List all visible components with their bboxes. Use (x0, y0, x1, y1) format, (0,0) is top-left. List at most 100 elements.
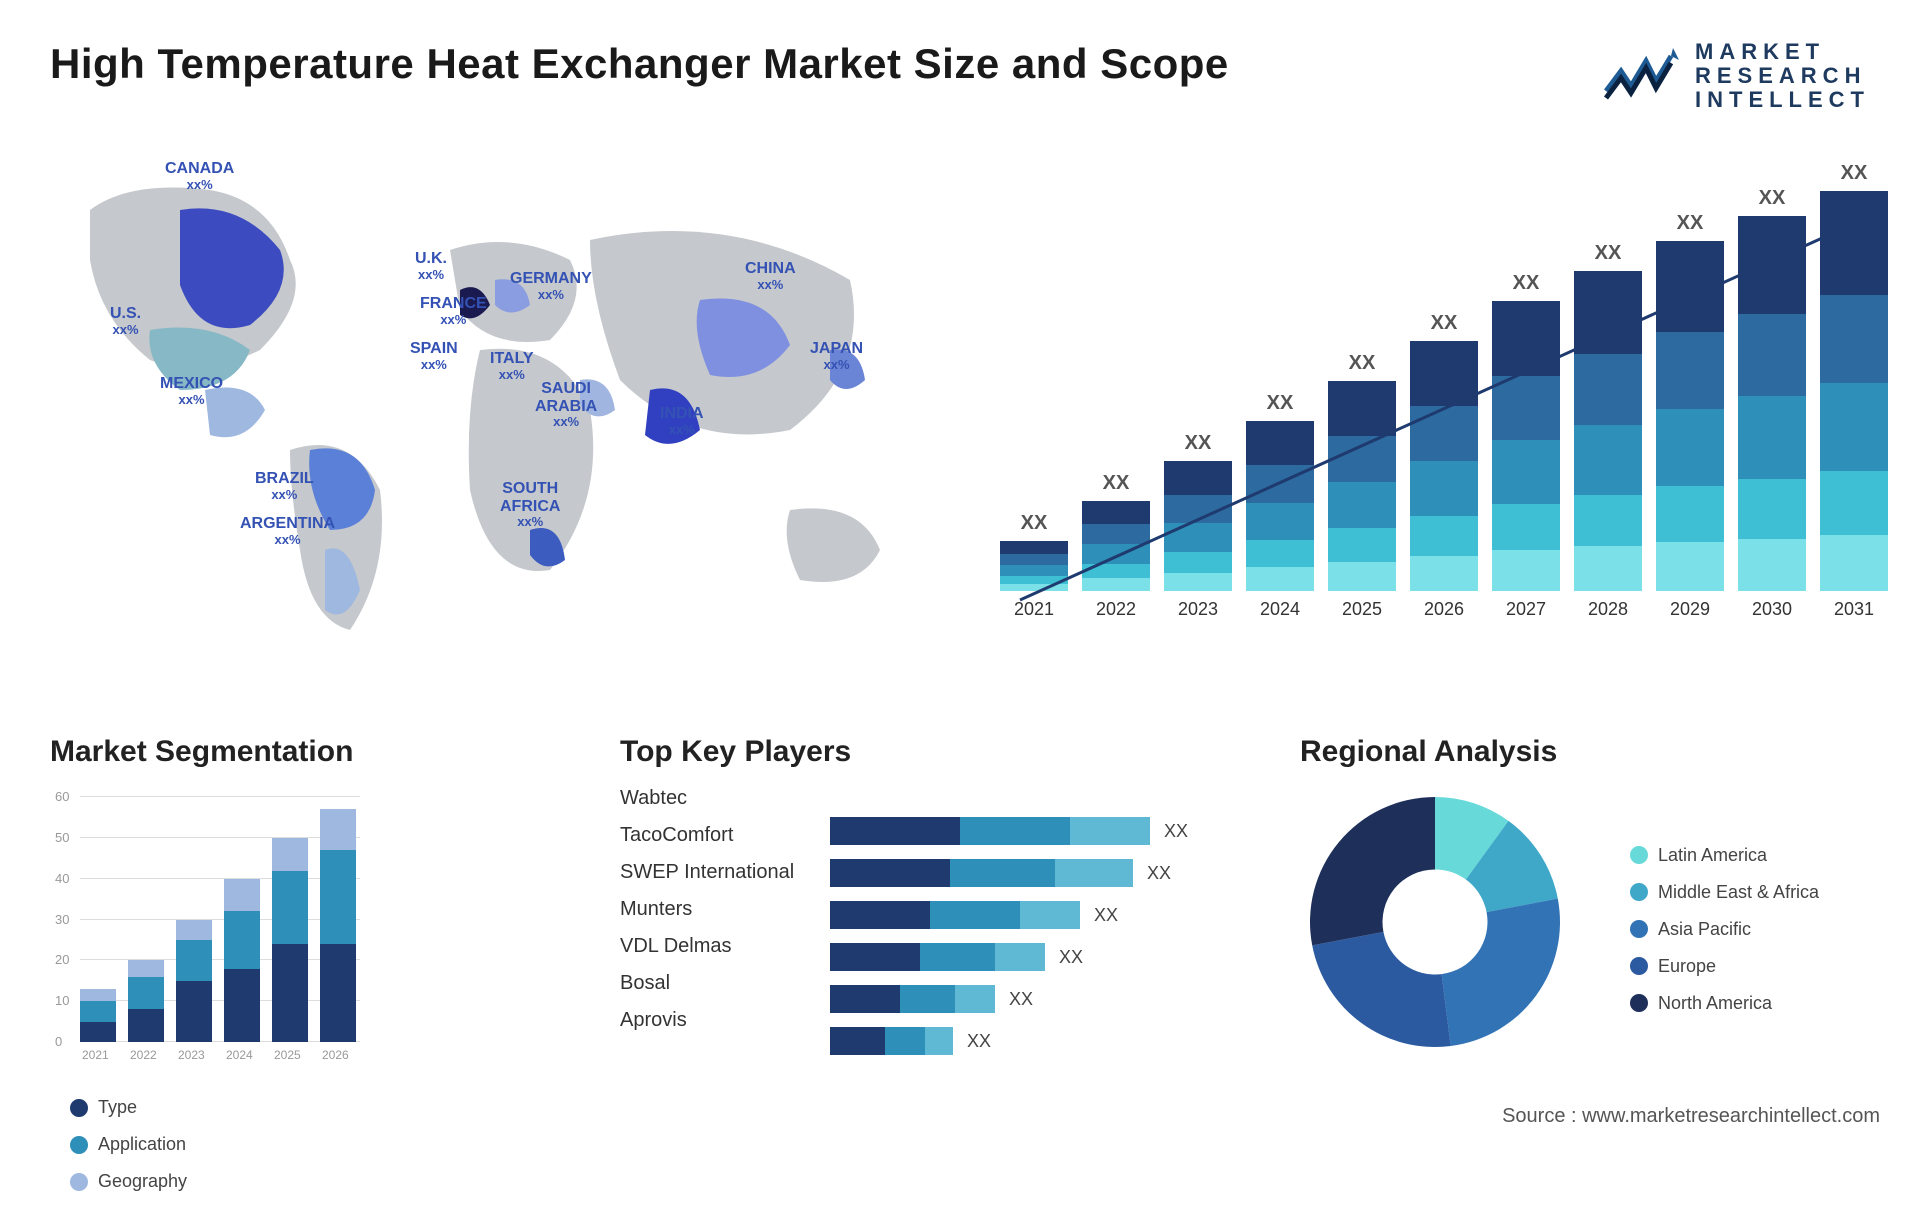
bar-top-label: XX (1595, 242, 1622, 265)
world-map-svg (50, 150, 930, 670)
map-label: U.K.xx% (415, 250, 447, 282)
bar-stack (1574, 271, 1642, 591)
map-label: ITALYxx% (490, 350, 534, 382)
bar-segment (1574, 271, 1642, 354)
bar-segment (1328, 381, 1396, 436)
player-bar (830, 817, 1150, 845)
bar-segment (1082, 544, 1150, 564)
player-bar-segment (920, 943, 995, 971)
map-label: MEXICOxx% (160, 375, 223, 407)
bar-segment (1328, 482, 1396, 528)
bar-segment (1738, 396, 1806, 479)
bar-segment (1820, 191, 1888, 295)
bar-segment (1492, 440, 1560, 504)
bar-segment (1738, 216, 1806, 314)
bar-year-label: 2028 (1588, 599, 1628, 620)
bar-segment (1656, 241, 1724, 332)
bar-column: XX2029 (1656, 212, 1724, 620)
player-bar-segment (830, 985, 900, 1013)
y-tick-label: 10 (55, 993, 69, 1008)
player-bar-row: XX (830, 817, 1188, 845)
bar-segment (1164, 552, 1232, 573)
seg-bar-segment (224, 911, 260, 968)
bar-year-label: 2027 (1506, 599, 1546, 620)
logo-line2: RESEARCH (1695, 64, 1870, 88)
player-bar-segment (830, 901, 930, 929)
bar-segment (1738, 539, 1806, 592)
logo-wave-icon (1601, 46, 1681, 106)
bar-segment (1410, 461, 1478, 516)
player-bar-segment (885, 1027, 925, 1055)
bar-segment (1246, 465, 1314, 502)
player-bar-segment (830, 859, 950, 887)
bar-segment (1574, 354, 1642, 424)
segmentation-title: Market Segmentation (50, 735, 580, 769)
player-name: VDL Delmas (620, 935, 830, 958)
player-bar (830, 901, 1080, 929)
bar-year-label: 2021 (1014, 599, 1054, 620)
player-bar-row: XX (830, 1027, 1188, 1055)
bar-column: XX2030 (1738, 187, 1806, 620)
bar-segment (1328, 528, 1396, 562)
player-name: SWEP International (620, 861, 830, 884)
bar-column: XX2031 (1820, 162, 1888, 620)
map-label: INDIAxx% (660, 405, 704, 437)
y-tick-label: 50 (55, 830, 69, 845)
seg-bar-segment (320, 944, 356, 1042)
player-bar-segment (1055, 859, 1133, 887)
player-bar (830, 943, 1045, 971)
bar-segment (1656, 542, 1724, 591)
map-label: JAPANxx% (810, 340, 863, 372)
seg-bar-segment (272, 871, 308, 945)
legend-swatch (1630, 994, 1648, 1012)
player-names-list: WabtecTacoComfortSWEP InternationalMunte… (620, 787, 830, 1055)
regional-panel: Regional Analysis Latin AmericaMiddle Ea… (1300, 735, 1870, 1115)
player-bar-segment (995, 943, 1045, 971)
world-map-area: CANADAxx%U.S.xx%MEXICOxx%BRAZILxx%ARGENT… (50, 150, 930, 700)
legend-swatch (1630, 846, 1648, 864)
bar-stack (1082, 501, 1150, 591)
bar-segment (1000, 576, 1068, 584)
regional-donut-chart (1300, 787, 1570, 1057)
logo-line3: INTELLECT (1695, 88, 1870, 112)
map-label: U.S.xx% (110, 305, 141, 337)
bar-segment (1492, 550, 1560, 591)
bar-column: XX2022 (1082, 472, 1150, 620)
seg-year-label: 2024 (226, 1048, 253, 1062)
seg-bar-segment (176, 981, 212, 1042)
player-bar (830, 1027, 953, 1055)
map-label: SOUTHAFRICAxx% (500, 480, 560, 529)
legend-item: Geography (70, 1171, 580, 1192)
bar-stack (1328, 381, 1396, 591)
bar-column: XX2024 (1246, 392, 1314, 620)
y-tick-label: 30 (55, 912, 69, 927)
seg-year-label: 2026 (322, 1048, 349, 1062)
player-value: XX (967, 1031, 991, 1052)
legend-label: Geography (98, 1171, 187, 1192)
seg-year-label: 2023 (178, 1048, 205, 1062)
seg-bar-segment (80, 1001, 116, 1021)
bar-segment (1164, 573, 1232, 591)
bar-top-label: XX (1185, 432, 1212, 455)
legend-swatch (70, 1136, 88, 1154)
bar-segment (1574, 495, 1642, 546)
seg-bar-segment (128, 1009, 164, 1042)
map-label: CANADAxx% (165, 160, 234, 192)
page-title: High Temperature Heat Exchanger Market S… (50, 40, 1229, 88)
seg-year-label: 2025 (274, 1048, 301, 1062)
player-bar-segment (930, 901, 1020, 929)
bar-stack (1738, 216, 1806, 591)
seg-bar-segment (224, 969, 260, 1043)
player-value: XX (1147, 863, 1171, 884)
map-label: SAUDIARABIAxx% (535, 380, 597, 429)
bar-column: XX 2028 (1574, 242, 1642, 620)
map-label: SPAINxx% (410, 340, 458, 372)
bar-segment (1574, 546, 1642, 591)
bar-segment (1574, 425, 1642, 495)
seg-bar-segment (272, 944, 308, 1042)
legend-label: Latin America (1658, 845, 1767, 866)
seg-bar-segment (80, 989, 116, 1001)
map-label: FRANCExx% (420, 295, 487, 327)
bar-top-label: XX (1431, 312, 1458, 335)
player-bar-segment (830, 943, 920, 971)
